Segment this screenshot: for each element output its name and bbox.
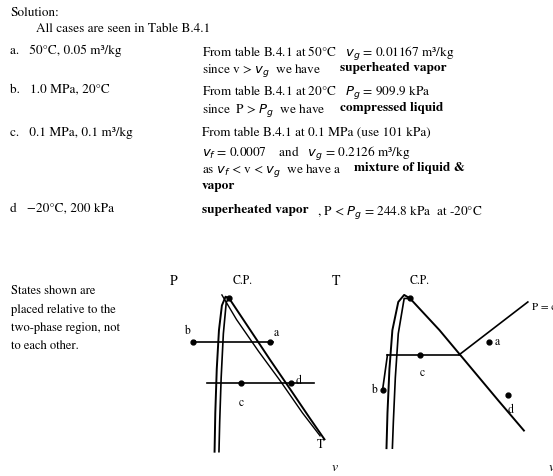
Text: since v > $v_g$  we have: since v > $v_g$ we have bbox=[202, 62, 321, 79]
Text: All cases are seen in Table B.4.1: All cases are seen in Table B.4.1 bbox=[36, 23, 210, 35]
Text: From table B.4.1 at 20°C   $P_g$ = 909.9 kPa: From table B.4.1 at 20°C $P_g$ = 909.9 k… bbox=[202, 84, 430, 102]
Text: vapor: vapor bbox=[202, 180, 235, 192]
Text: T: T bbox=[317, 439, 325, 451]
Text: P = const.: P = const. bbox=[532, 302, 553, 312]
Text: C.P.: C.P. bbox=[410, 275, 430, 287]
Text: c.   0.1 MPa, 0.1 m³/kg: c. 0.1 MPa, 0.1 m³/kg bbox=[10, 127, 133, 139]
Text: since  P > $P_g$  we have: since P > $P_g$ we have bbox=[202, 102, 325, 119]
Text: c: c bbox=[419, 367, 424, 379]
Text: From table B.4.1 at 50°C   $v_g$ = 0.01167 m³/kg: From table B.4.1 at 50°C $v_g$ = 0.01167… bbox=[202, 45, 454, 63]
Text: d: d bbox=[507, 404, 513, 416]
Text: $v_f$ = 0.0007    and   $v_g$ = 0.2126 m³/kg: $v_f$ = 0.0007 and $v_g$ = 0.2126 m³/kg bbox=[202, 145, 410, 163]
Text: From table B.4.1 at 0.1 MPa (use 101 kPa): From table B.4.1 at 0.1 MPa (use 101 kPa… bbox=[202, 127, 431, 139]
Text: C.P.: C.P. bbox=[232, 275, 252, 287]
Text: a.   50°C, 0.05 m³/kg: a. 50°C, 0.05 m³/kg bbox=[10, 45, 122, 57]
Text: as $v_f$ < v < $v_g$  we have a: as $v_f$ < v < $v_g$ we have a bbox=[202, 162, 341, 179]
Text: P: P bbox=[170, 274, 178, 288]
Text: •: • bbox=[193, 339, 197, 346]
Text: placed relative to the: placed relative to the bbox=[11, 304, 116, 316]
Text: Solution:: Solution: bbox=[10, 7, 59, 19]
Text: v: v bbox=[549, 461, 553, 474]
Text: two-phase region, not: two-phase region, not bbox=[11, 322, 120, 334]
Text: superheated vapor: superheated vapor bbox=[202, 204, 309, 216]
Text: a: a bbox=[273, 327, 278, 339]
Text: b.   1.0 MPa, 20°C: b. 1.0 MPa, 20°C bbox=[10, 84, 109, 96]
Text: v: v bbox=[332, 461, 338, 474]
Text: c: c bbox=[238, 397, 243, 409]
Text: d: d bbox=[295, 376, 301, 387]
Text: States shown are: States shown are bbox=[11, 286, 96, 298]
Text: superheated vapor: superheated vapor bbox=[340, 62, 446, 74]
Text: d   −20°C, 200 kPa: d −20°C, 200 kPa bbox=[10, 204, 114, 216]
Text: mixture of liquid &: mixture of liquid & bbox=[354, 162, 465, 174]
Text: b: b bbox=[371, 384, 377, 396]
Text: , P < $P_g$ = 244.8 kPa  at -20°C: , P < $P_g$ = 244.8 kPa at -20°C bbox=[317, 204, 482, 221]
Text: b: b bbox=[184, 326, 190, 337]
Text: a: a bbox=[494, 337, 499, 348]
Text: compressed liquid: compressed liquid bbox=[340, 102, 443, 114]
Text: T: T bbox=[331, 274, 340, 288]
Text: to each other.: to each other. bbox=[11, 340, 79, 352]
